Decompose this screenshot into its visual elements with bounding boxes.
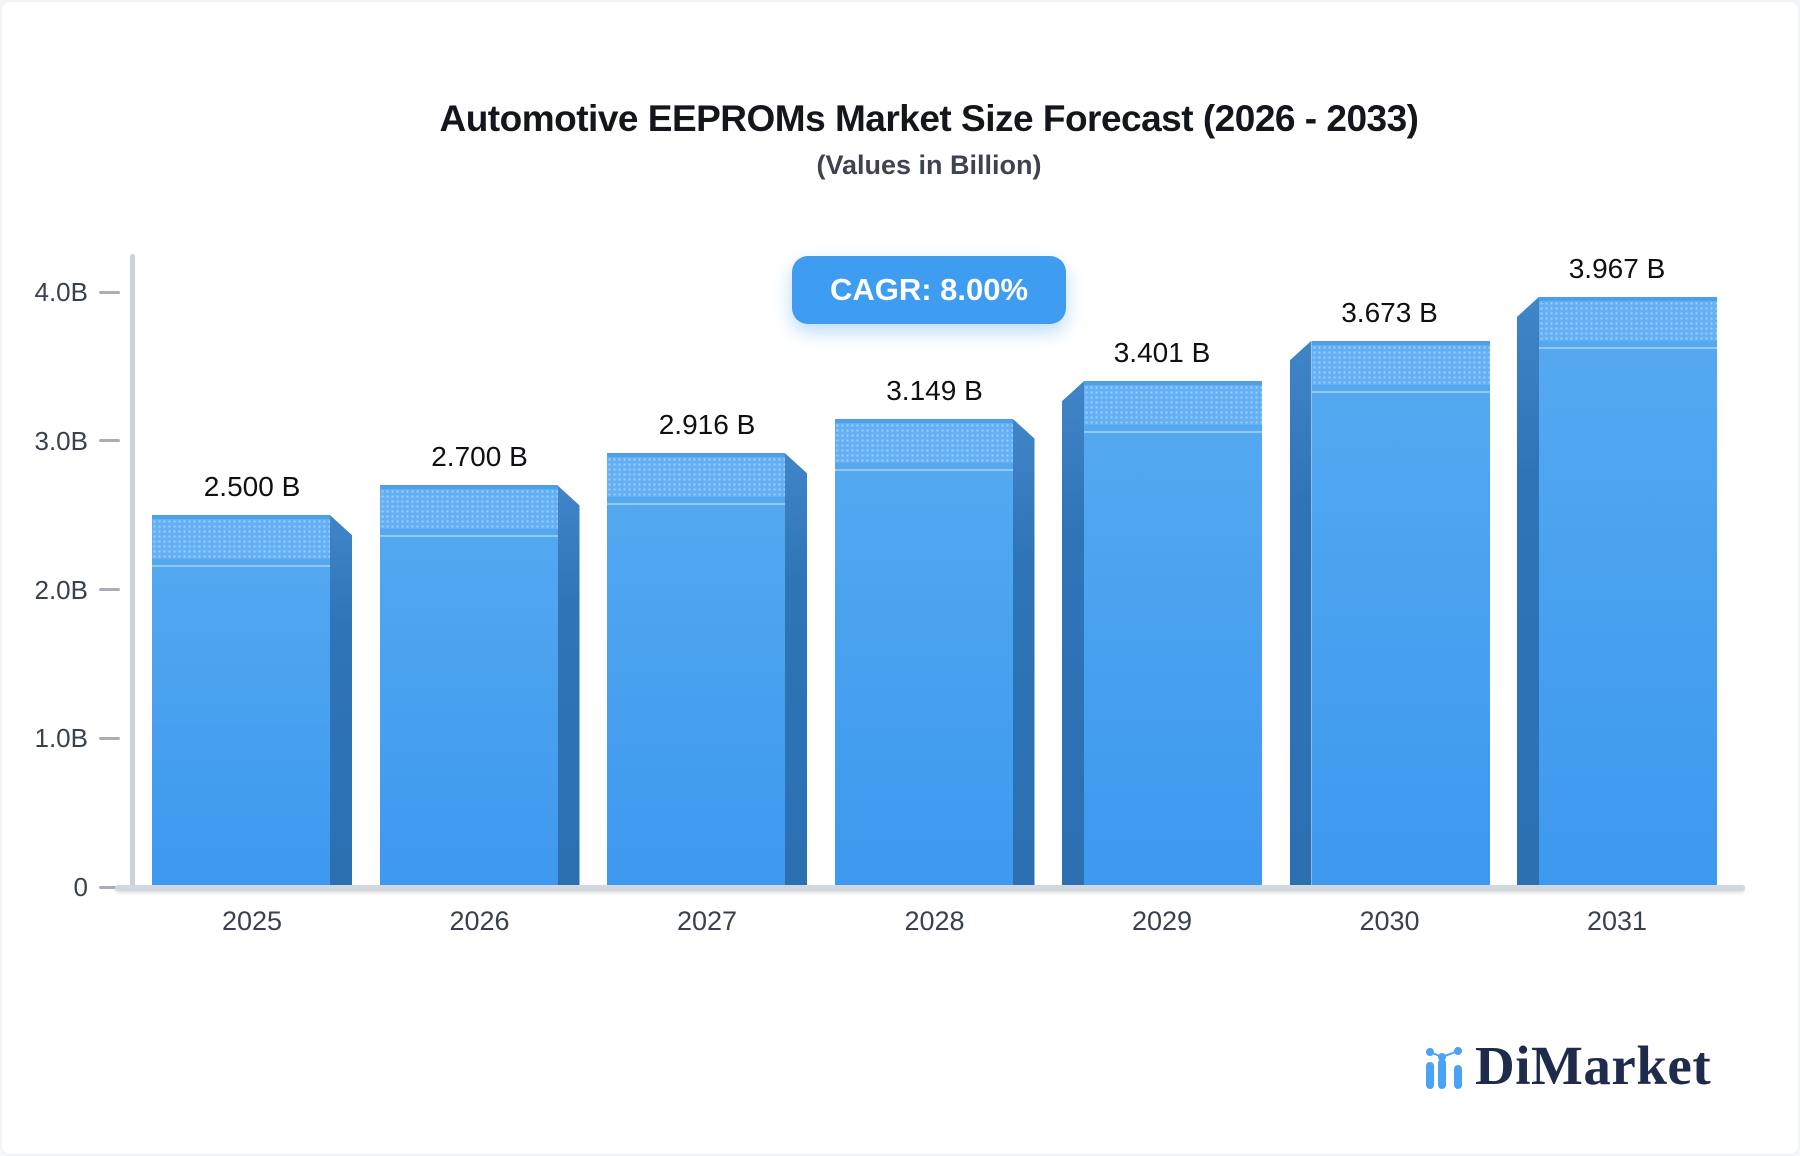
bar-value-label: 3.401 B xyxy=(1113,337,1211,369)
x-axis-label-2030: 2030 xyxy=(1359,906,1420,936)
y-tick-label: 4.0B xyxy=(34,277,89,307)
y-tick-label: 2.0B xyxy=(34,574,89,605)
bar-side-shade xyxy=(557,485,580,887)
bar-face xyxy=(1084,381,1262,887)
y-tick-label: 0 xyxy=(73,872,88,902)
bar-face xyxy=(607,453,785,887)
bar-side-shade xyxy=(1517,296,1539,887)
chart-subtitle: (Values in Billion) xyxy=(816,150,1042,180)
x-axis-label-2025: 2025 xyxy=(221,906,283,936)
bar-side-shade xyxy=(1062,381,1084,887)
bar-value-label: 2.916 B xyxy=(658,409,756,441)
bar-value-label: 3.673 B xyxy=(1341,296,1438,328)
bar-face xyxy=(1311,340,1490,887)
bar-value-label: 3.149 B xyxy=(886,374,983,406)
x-axis-baseline xyxy=(115,885,1745,891)
bar-side-shade xyxy=(1012,418,1035,887)
brand-logo-text: DiMarket xyxy=(1475,1035,1712,1096)
bar-2027 xyxy=(607,453,807,887)
y-axis-line xyxy=(130,254,135,891)
subtitle-row: (Values in Billion) xyxy=(129,150,1729,181)
y-tick-mark xyxy=(99,439,120,443)
bar-side-shade xyxy=(1289,340,1312,887)
bar-2030 xyxy=(1289,340,1490,887)
mini-bar-chart-icon xyxy=(1426,1047,1462,1089)
cagr-badge: CAGR: 8.00% xyxy=(791,256,1067,325)
bar-2028 xyxy=(834,418,1035,887)
x-axis-label-2029: 2029 xyxy=(1131,906,1193,936)
y-tick-mark xyxy=(99,290,120,294)
y-tick-mark xyxy=(99,736,120,740)
bar-value-label: 3.967 B xyxy=(1568,252,1666,284)
bar-face xyxy=(1539,296,1717,887)
bar-2026 xyxy=(379,485,580,887)
badge-row: CAGR: 8.00% xyxy=(129,256,1729,325)
bar-face xyxy=(834,418,1013,887)
bar-value-label: 2.500 B xyxy=(203,471,301,503)
brand-logo: DiMarket xyxy=(1423,1038,1711,1093)
x-axis-label-2031: 2031 xyxy=(1586,906,1648,936)
y-tick-mark xyxy=(99,885,120,889)
x-axis-label-2027: 2027 xyxy=(676,906,738,936)
bar-value-label: 2.700 B xyxy=(431,441,528,473)
x-axis-label-2028: 2028 xyxy=(904,906,965,936)
bar-2029 xyxy=(1062,381,1262,887)
chart-title: Automotive EEPROMs Market Size Forecast … xyxy=(439,98,1419,139)
bar-face xyxy=(379,485,558,887)
bar-face xyxy=(152,515,330,887)
y-tick-label: 1.0B xyxy=(34,723,89,754)
x-axis-label-2026: 2026 xyxy=(449,906,510,936)
title-row: Automotive EEPROMs Market Size Forecast … xyxy=(129,98,1729,140)
bar-2031 xyxy=(1517,296,1717,887)
y-tick-label: 3.0B xyxy=(34,425,89,456)
y-tick-mark xyxy=(99,588,120,591)
bar-side-shade xyxy=(330,515,352,887)
bar-side-shade xyxy=(785,453,807,887)
bar-2025 xyxy=(152,515,352,887)
